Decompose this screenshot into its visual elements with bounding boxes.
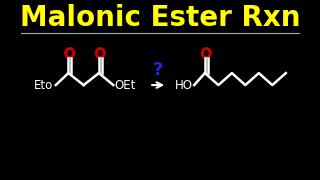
Text: Eto: Eto: [34, 79, 53, 92]
Text: Malonic Ester Rxn: Malonic Ester Rxn: [20, 4, 300, 32]
Text: OEt: OEt: [114, 79, 136, 92]
Text: ?: ?: [153, 61, 164, 79]
Text: HO: HO: [175, 79, 193, 92]
